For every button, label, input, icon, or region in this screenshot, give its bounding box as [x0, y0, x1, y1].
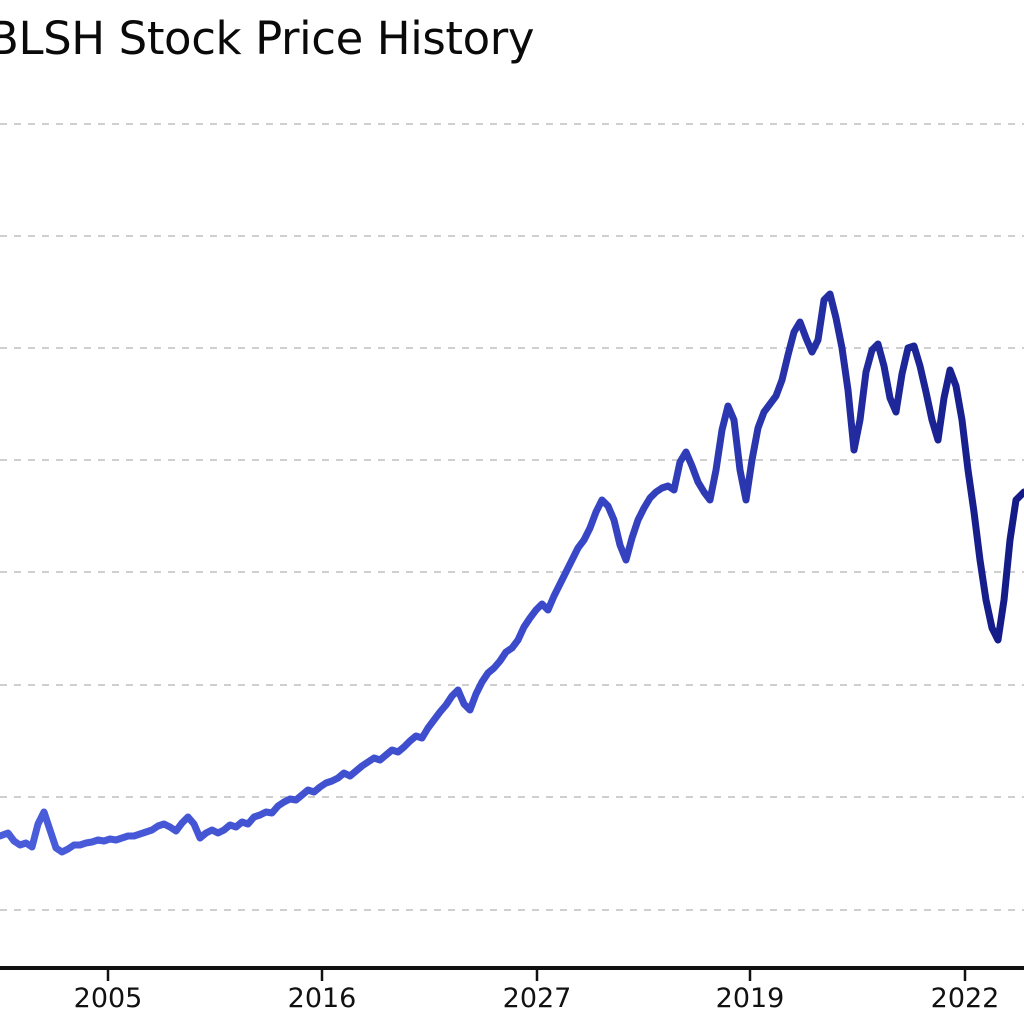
x-axis-ticks	[106, 968, 967, 981]
x-axis-tick-label: 2019	[715, 983, 785, 1014]
price-line-series	[0, 290, 1024, 856]
x-axis-tick-label: 2022	[930, 983, 1000, 1014]
x-axis-tick-label: 2016	[287, 983, 357, 1014]
page-title: BLSH Stock Price History	[0, 12, 535, 65]
x-axis-tick-label: 2027	[502, 983, 572, 1014]
gridlines	[0, 123, 1024, 911]
x-axis-tick-label: 2005	[73, 983, 143, 1014]
